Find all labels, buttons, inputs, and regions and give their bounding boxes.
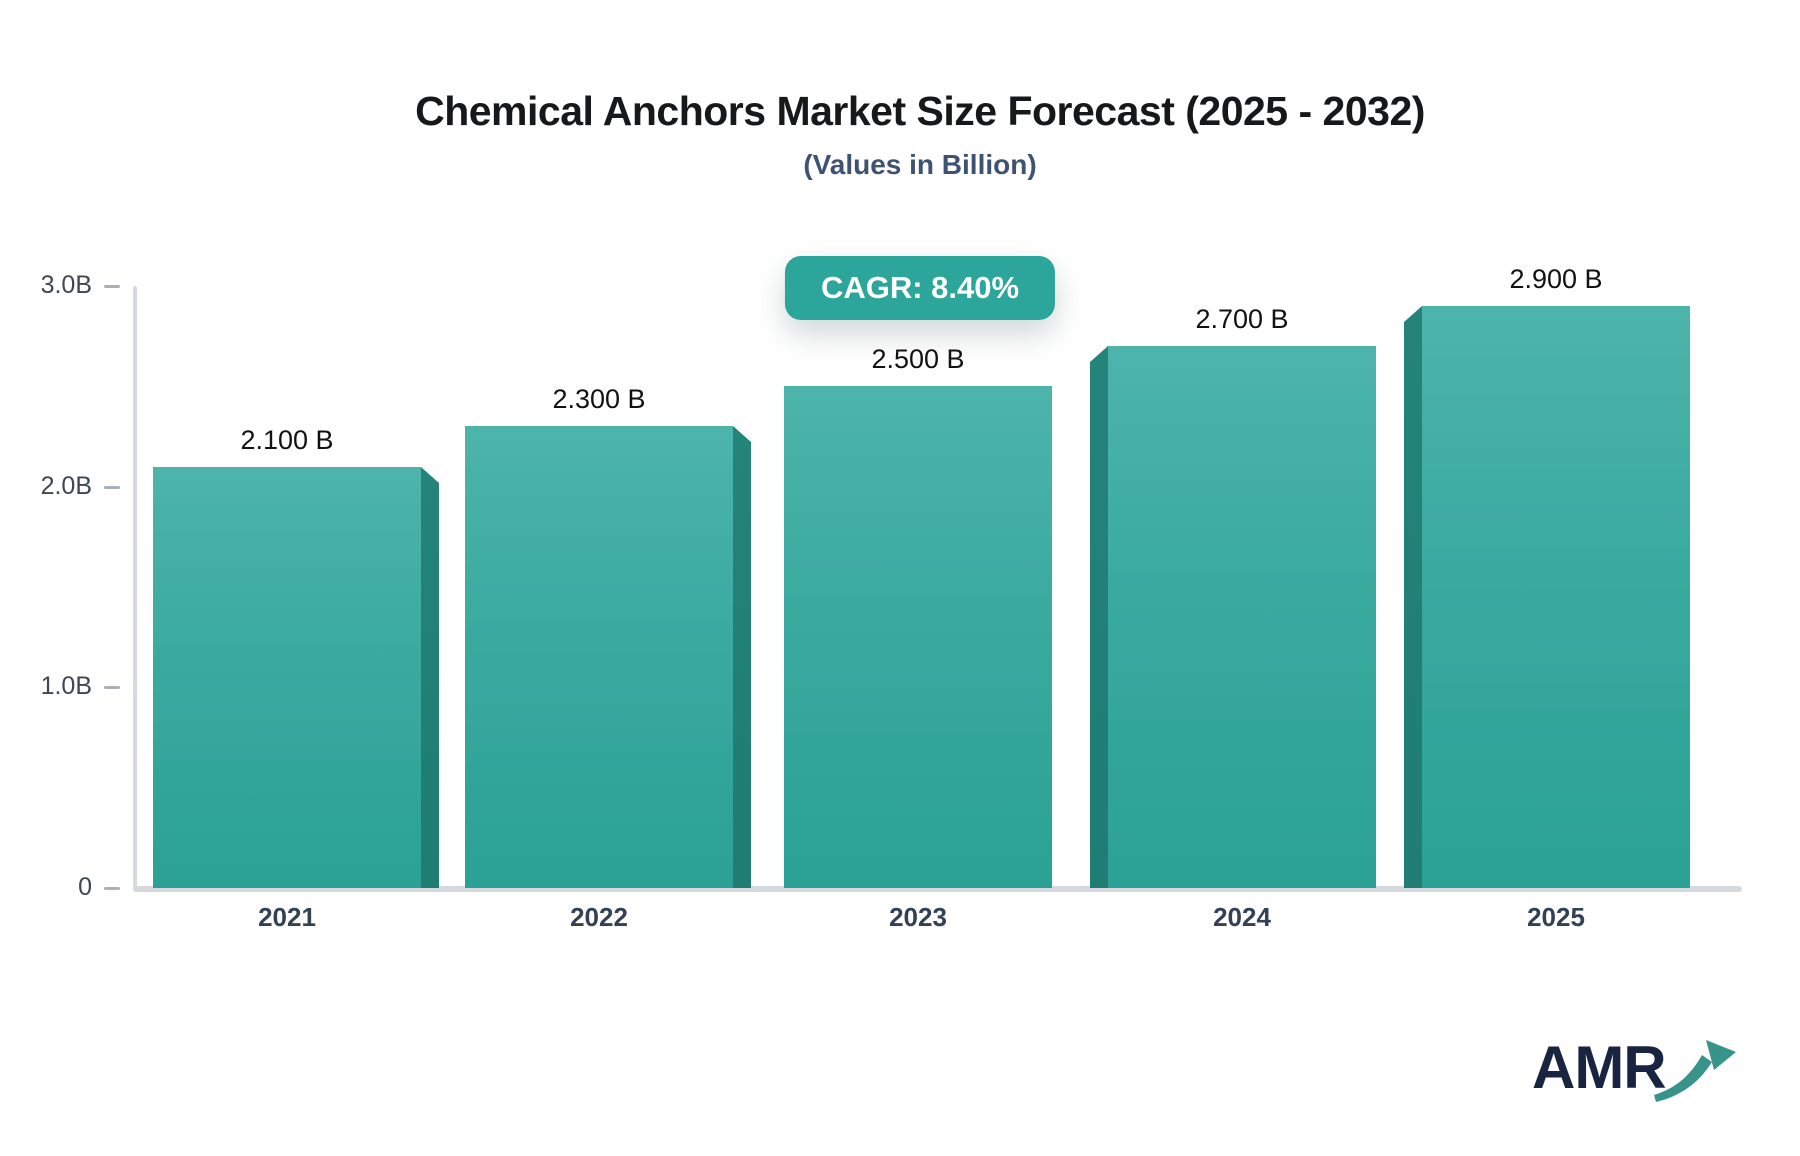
- cagr-badge: CAGR: 8.40%: [784, 256, 1056, 320]
- x-tick-label: 2022: [570, 902, 628, 932]
- y-tick-dash: [104, 284, 120, 288]
- chart-title: Chemical Anchors Market Size Forecast (2…: [415, 88, 1425, 134]
- bar: [1422, 306, 1690, 888]
- y-tick-dash: [104, 686, 120, 690]
- bar: [1108, 346, 1376, 888]
- y-tick-dash: [104, 485, 120, 489]
- x-tick-label: 2023: [889, 902, 947, 932]
- bar-side-shade: [1404, 306, 1422, 888]
- bar-side-shade: [1090, 346, 1108, 888]
- bar: [465, 426, 733, 888]
- bar: [784, 386, 1052, 888]
- bar-side-shade: [733, 426, 751, 888]
- bar-side-shade: [421, 467, 439, 888]
- bar-value-label: 2.500 B: [871, 344, 965, 374]
- chart-header: Chemical Anchors Market Size Forecast (2…: [40, 88, 1800, 181]
- y-tick-label: 2.0B: [40, 471, 92, 500]
- x-tick-label: 2021: [258, 902, 316, 932]
- bar: [153, 467, 421, 888]
- bar-value-label: 2.700 B: [1195, 304, 1289, 334]
- y-axis-line: [133, 286, 137, 888]
- bar-value-label: 2.300 B: [552, 384, 646, 414]
- y-tick-dash: [104, 887, 120, 890]
- x-tick-label: 2025: [1527, 902, 1585, 932]
- x-axis-line: [133, 886, 1742, 892]
- y-tick-label: 3.0B: [40, 270, 92, 299]
- y-tick-label: 1.0B: [40, 672, 92, 701]
- brand-logo: AMR: [1532, 1038, 1740, 1108]
- bar-value-label: 2.900 B: [1509, 264, 1603, 294]
- growth-arrow-icon: [1653, 1040, 1736, 1102]
- bar-value-label: 2.100 B: [240, 425, 334, 455]
- chart-subtitle: (Values in Billion): [803, 149, 1037, 180]
- x-tick-label: 2024: [1213, 902, 1271, 932]
- brand-logo-text: AMR: [1532, 1034, 1667, 1101]
- y-tick-label: 0: [78, 873, 92, 901]
